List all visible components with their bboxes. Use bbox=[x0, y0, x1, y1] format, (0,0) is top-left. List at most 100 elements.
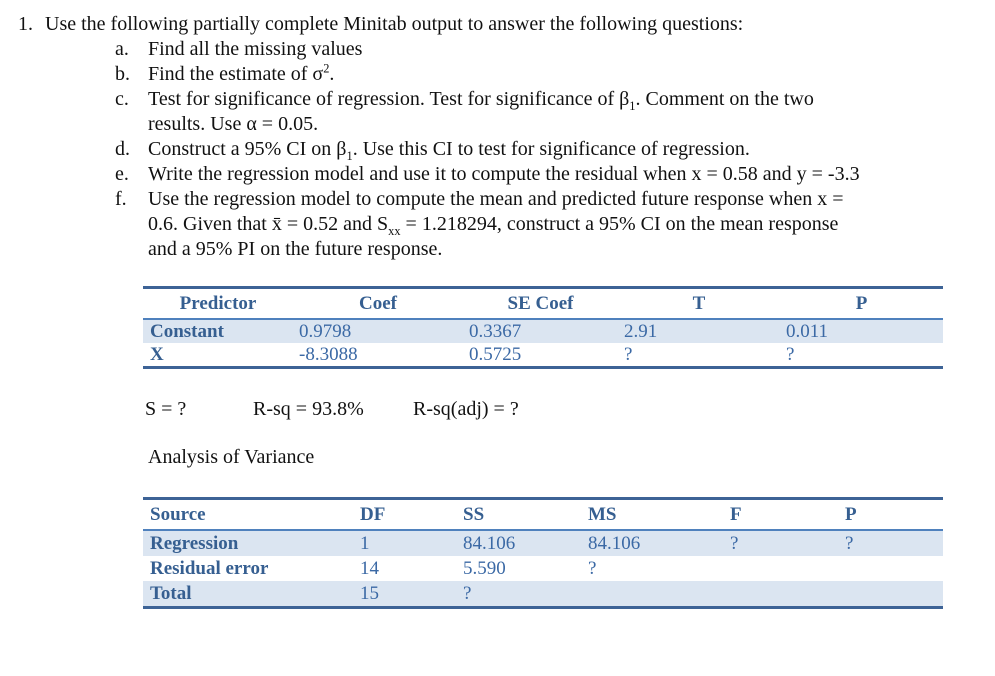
item-e-letter: e. bbox=[115, 163, 129, 185]
col-header-p: P bbox=[845, 504, 857, 525]
cell-ms bbox=[583, 581, 725, 606]
question-item-a: a. Find all the missing values bbox=[115, 37, 995, 62]
cell-se-coef: 0.5725 bbox=[469, 344, 522, 365]
item-c-line1: c. Test for significance of regression. … bbox=[115, 87, 995, 112]
cell-ms: 84.106 bbox=[588, 533, 641, 554]
row-label: Total bbox=[150, 583, 192, 604]
question-item-f: f. Use the regression model to compute t… bbox=[115, 187, 995, 262]
item-d-text: Construct a 95% CI on β1. Use this CI to… bbox=[148, 137, 750, 162]
item-f-line2-text: 0.6. Given that x̄ = 0.52 and Sxx = 1.21… bbox=[148, 212, 838, 237]
cell-df: 1 bbox=[360, 533, 370, 554]
cell-p bbox=[840, 556, 943, 581]
col-header-source: Source bbox=[150, 504, 206, 525]
coefficients-table: Predictor Coef SE Coef T P Constant 0.97… bbox=[143, 286, 943, 369]
question-item-list: a. Find all the missing values b. Find t… bbox=[115, 37, 995, 262]
item-f-line2-indent bbox=[115, 212, 148, 237]
model-summary-line: S = ? R-sq = 93.8% R-sq(adj) = ? bbox=[143, 398, 943, 423]
anova-header-row: Source DF SS MS F P bbox=[143, 500, 943, 531]
cell-df: 15 bbox=[360, 583, 379, 604]
col-header-ms: MS bbox=[588, 504, 617, 525]
s-value: S = ? bbox=[145, 398, 187, 420]
col-header-predictor: Predictor bbox=[179, 293, 257, 314]
item-a-letter: a. bbox=[115, 38, 129, 60]
question-item-e: e. Write the regression model and use it… bbox=[115, 162, 995, 187]
anova-table: Source DF SS MS F P Regression 1 84.106 … bbox=[143, 497, 943, 609]
cell-coef: 0.9798 bbox=[299, 321, 352, 342]
row-label: Constant bbox=[150, 321, 224, 342]
anova-table-wrapper: Source DF SS MS F P Regression 1 84.106 … bbox=[143, 497, 943, 609]
cell-t: ? bbox=[624, 344, 633, 365]
item-b-text-main: Find the estimate of σ bbox=[148, 63, 324, 85]
item-f-line3: and a 95% PI on the future response. bbox=[115, 237, 995, 262]
item-c-line2: results. Use α = 0.05. bbox=[115, 112, 995, 137]
cell-f bbox=[725, 556, 840, 581]
question-item-c: c. Test for significance of regression. … bbox=[115, 87, 995, 137]
cell-coef: -8.3088 bbox=[299, 344, 358, 365]
item-f-line3-text: and a 95% PI on the future response. bbox=[148, 238, 443, 260]
cell-ms: ? bbox=[588, 558, 597, 579]
beta-one-subscript: 1 bbox=[629, 99, 636, 113]
cell-se-coef: 0.3367 bbox=[469, 321, 522, 342]
item-c-text-main: Test for significance of regression. Tes… bbox=[148, 88, 630, 110]
anova-title: Analysis of Variance bbox=[148, 446, 315, 468]
question-item-b: b. Find the estimate of σ2. bbox=[115, 62, 995, 87]
item-c-text-end: . Comment on the two bbox=[635, 88, 814, 110]
item-d-text-end: . Use this CI to test for significance o… bbox=[352, 138, 750, 160]
table-row-total: Total 15 ? bbox=[143, 581, 943, 606]
col-header-p: P bbox=[855, 293, 868, 314]
question-item-d: d. Construct a 95% CI on β1. Use this CI… bbox=[115, 137, 995, 162]
beta-one-subscript: 1 bbox=[346, 149, 353, 163]
item-c-line2-indent bbox=[115, 112, 148, 137]
item-b-text: Find the estimate of σ2. bbox=[148, 62, 334, 87]
item-d-text-main: Construct a 95% CI on β bbox=[148, 138, 347, 160]
cell-t: 2.91 bbox=[624, 321, 658, 342]
cell-p bbox=[840, 581, 943, 606]
item-e-text: Write the regression model and use it to… bbox=[148, 163, 860, 185]
col-header-ss: SS bbox=[463, 504, 485, 525]
cell-ss: 5.590 bbox=[463, 558, 506, 579]
cell-f bbox=[725, 581, 840, 606]
sxx-subscript: xx bbox=[388, 224, 401, 238]
item-f-line2: 0.6. Given that x̄ = 0.52 and Sxx = 1.21… bbox=[115, 212, 995, 237]
col-header-se-coef: SE Coef bbox=[507, 293, 574, 314]
item-c-text: Test for significance of regression. Tes… bbox=[148, 87, 814, 112]
item-f-line1: f. Use the regression model to compute t… bbox=[115, 187, 995, 212]
item-f-line2-end: = 1.218294, construct a 95% CI on the me… bbox=[400, 213, 839, 235]
cell-p: ? bbox=[845, 533, 854, 554]
item-f-line2-main: 0.6. Given that x̄ = 0.52 and S bbox=[148, 213, 389, 235]
coefficients-table-header-row: Predictor Coef SE Coef T P bbox=[143, 289, 943, 320]
item-f-line3-indent bbox=[115, 237, 148, 262]
document-page: 1. Use the following partially complete … bbox=[18, 12, 995, 609]
cell-f: ? bbox=[730, 533, 739, 554]
sigma-squared-exponent: 2 bbox=[323, 61, 330, 76]
cell-p: ? bbox=[786, 344, 795, 365]
table-row-residual-error: Residual error 14 5.590 ? bbox=[143, 556, 943, 581]
item-c-letter: c. bbox=[115, 88, 129, 110]
cell-p: 0.011 bbox=[786, 321, 829, 342]
item-c-line2-text: results. Use α = 0.05. bbox=[148, 113, 319, 135]
r-squared-value: R-sq = 93.8% bbox=[253, 398, 364, 420]
r-squared-adj-value: R-sq(adj) = ? bbox=[413, 398, 519, 420]
item-f-letter: f. bbox=[115, 188, 127, 210]
question-number: 1. bbox=[18, 13, 33, 35]
item-f-line1-text: Use the regression model to compute the … bbox=[148, 188, 844, 210]
col-header-df: DF bbox=[360, 504, 386, 525]
cell-ss: ? bbox=[463, 583, 472, 604]
row-label: X bbox=[150, 344, 164, 365]
cell-df: 14 bbox=[360, 558, 379, 579]
row-label: Regression bbox=[150, 533, 239, 554]
col-header-coef: Coef bbox=[359, 293, 397, 314]
item-a-text: Find all the missing values bbox=[148, 38, 363, 60]
item-d-letter: d. bbox=[115, 138, 130, 160]
cell-ss: 84.106 bbox=[463, 533, 516, 554]
coefficients-table-wrapper: Predictor Coef SE Coef T P Constant 0.97… bbox=[143, 286, 943, 369]
col-header-t: T bbox=[692, 293, 706, 314]
col-header-f: F bbox=[730, 504, 742, 525]
question-intro: 1. Use the following partially complete … bbox=[18, 12, 995, 37]
question-intro-text: Use the following partially complete Min… bbox=[45, 13, 744, 35]
table-row-x: X -8.3088 0.5725 ? ? bbox=[143, 343, 943, 366]
row-label: Residual error bbox=[150, 558, 269, 579]
table-row-constant: Constant 0.9798 0.3367 2.91 0.011 bbox=[143, 320, 943, 343]
item-b-text-end: . bbox=[329, 63, 335, 85]
item-b-letter: b. bbox=[115, 63, 130, 85]
